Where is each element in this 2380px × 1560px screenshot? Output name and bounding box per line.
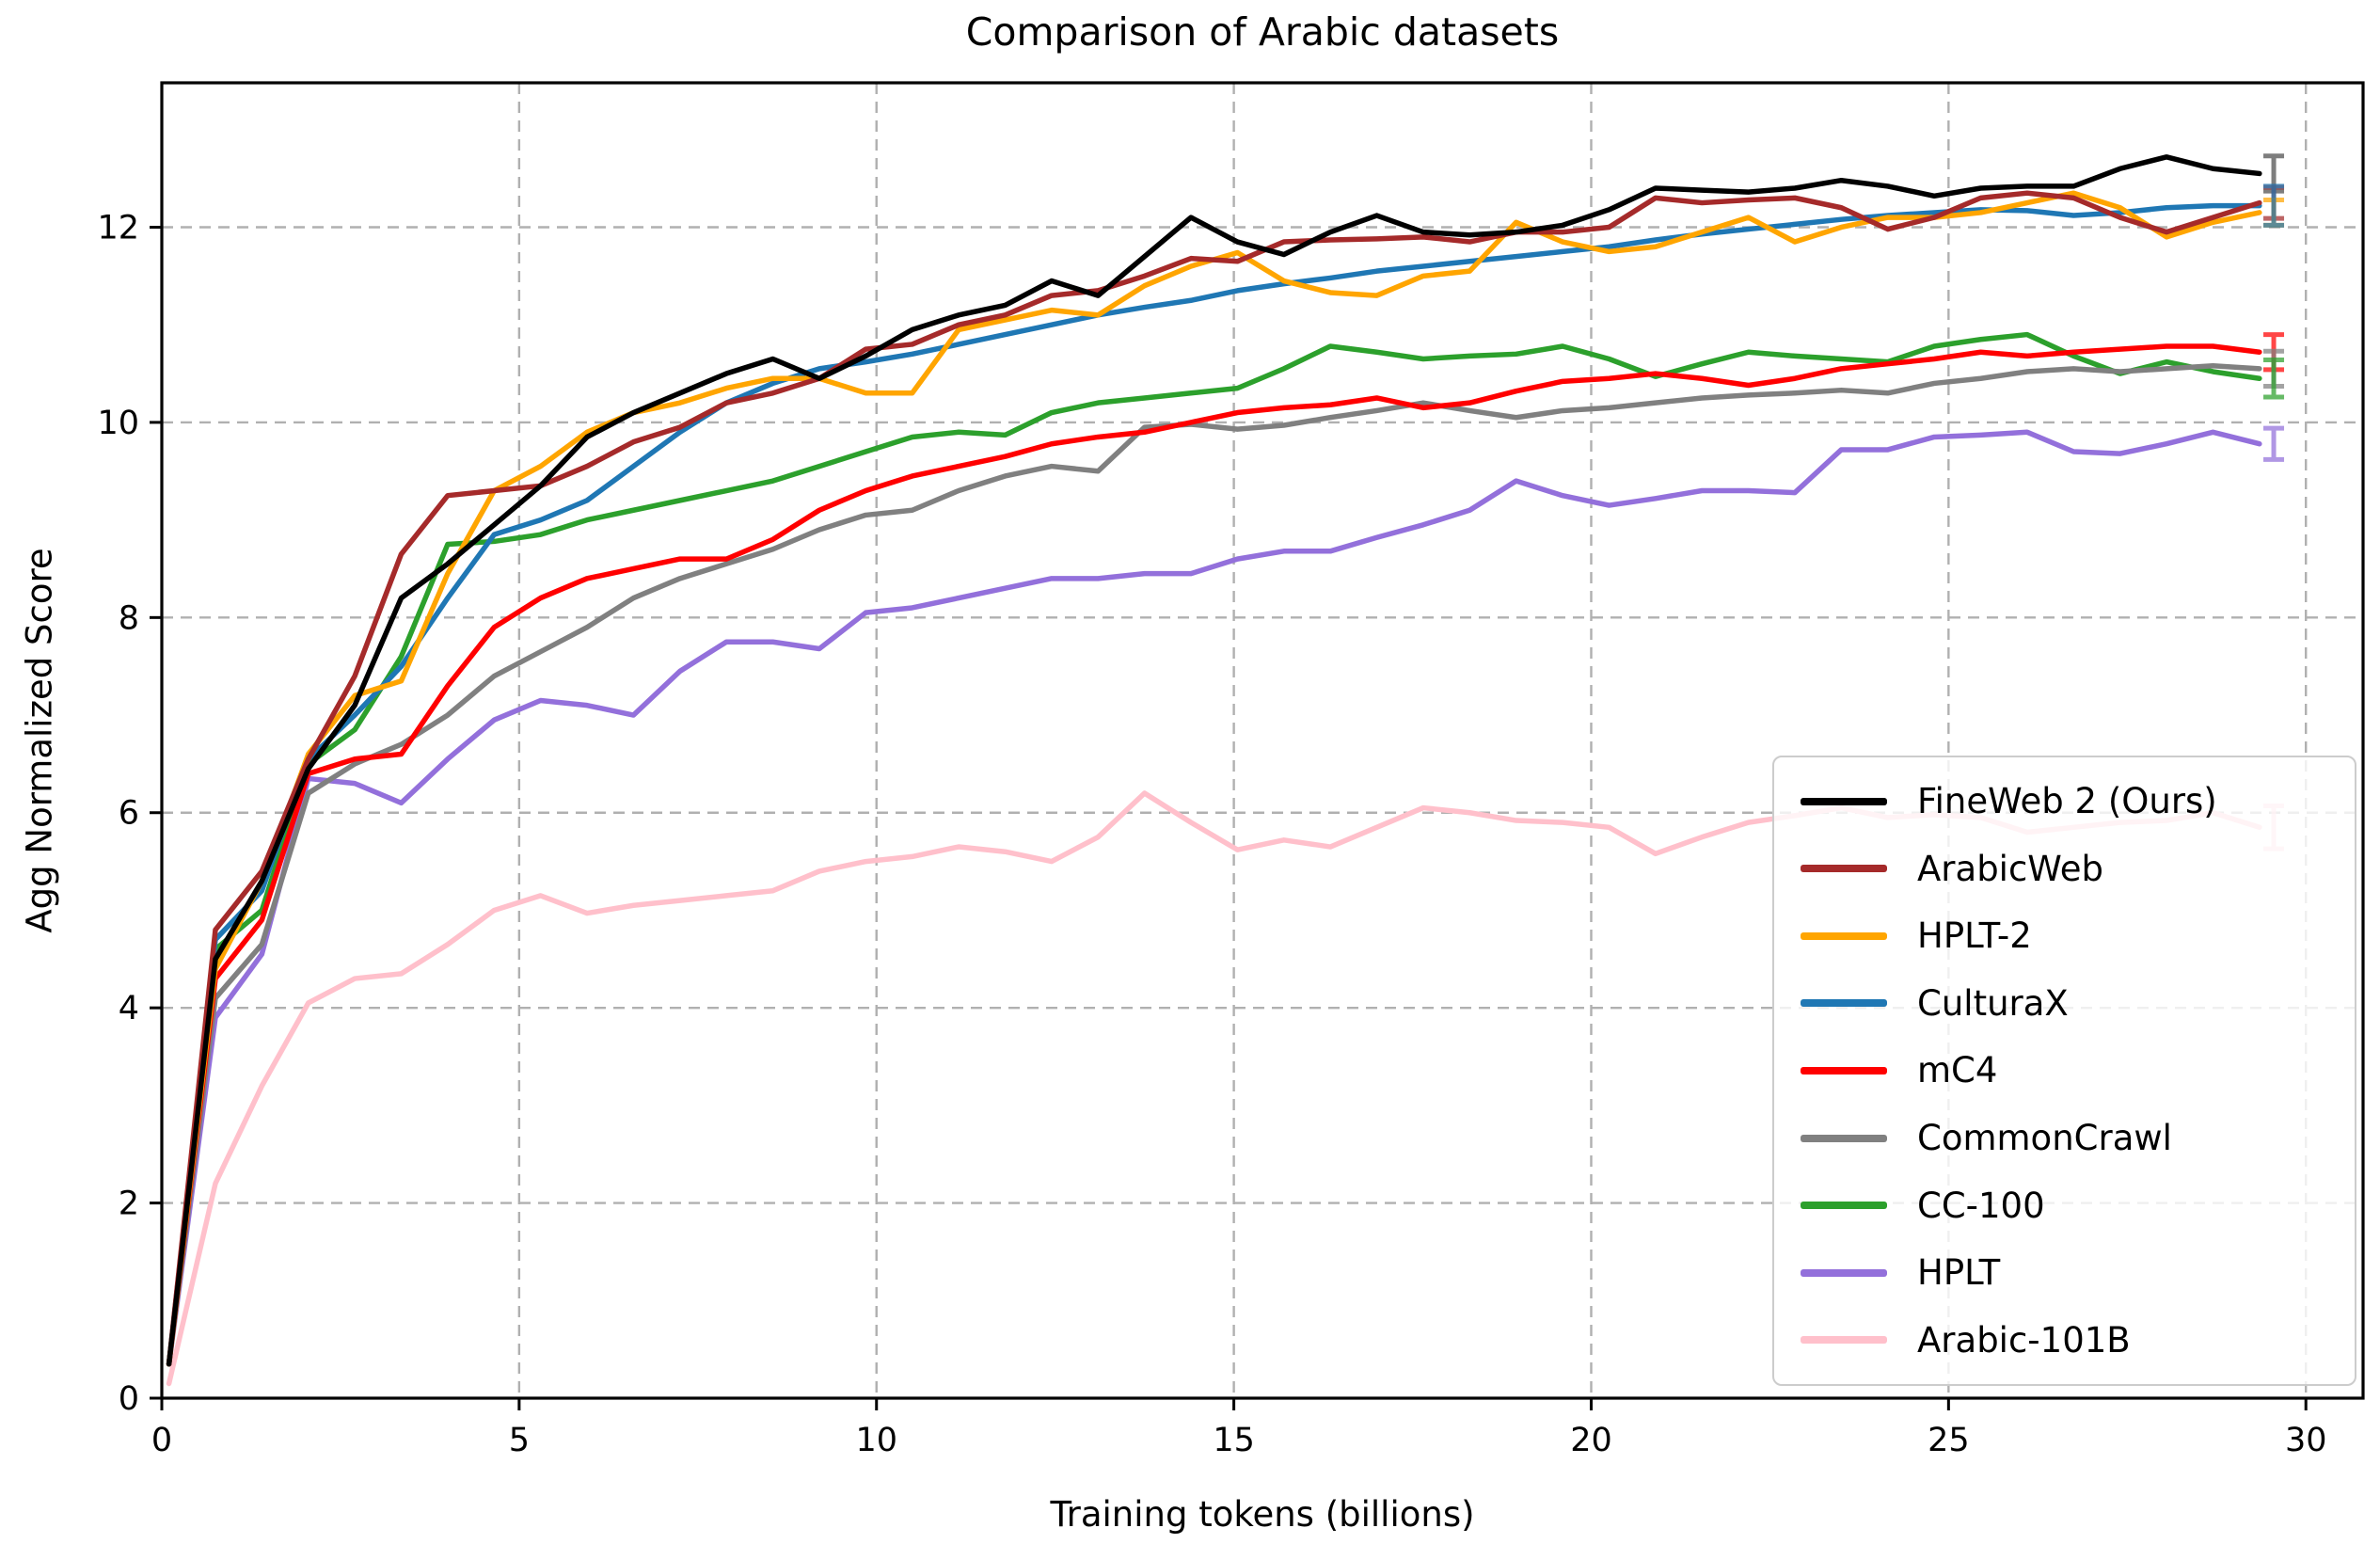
y-axis-label: Agg Normalized Score	[19, 548, 60, 933]
legend-label: Arabic-101B	[1917, 1319, 2131, 1361]
chart-title: Comparison of Arabic datasets	[965, 9, 1560, 55]
y-tick-label: 8	[119, 599, 139, 637]
legend-item-fineweb-2-ours: FineWeb 2 (Ours)	[1774, 769, 2355, 835]
series-line-commoncrawl	[166, 363, 2262, 1367]
y-tick-label: 6	[119, 795, 139, 833]
legend-item-hplt-2: HPLT-2	[1774, 903, 2355, 969]
legend-line-swatch	[1801, 1134, 1887, 1142]
legend-label: ArabicWeb	[1917, 848, 2103, 889]
x-tick-label: 30	[2285, 1422, 2327, 1459]
legend-label: CulturaX	[1917, 982, 2069, 1024]
legend-item-culturax: CulturaX	[1774, 970, 2355, 1036]
x-tick-label: 20	[1570, 1422, 1612, 1459]
plot-border	[160, 81, 2365, 1400]
series-line-culturax	[166, 202, 2262, 1367]
series-line-hplt	[166, 429, 2262, 1367]
legend-item-arabicweb: ArabicWeb	[1774, 836, 2355, 901]
legend: FineWeb 2 (Ours) ArabicWeb HPLT-2 CulturaX m…	[1772, 756, 2356, 1386]
series-line-cc-100	[166, 331, 2262, 1367]
x-tick-label: 15	[1213, 1422, 1255, 1459]
legend-line-swatch	[1801, 1336, 1887, 1345]
legend-label: CommonCrawl	[1917, 1118, 2172, 1159]
legend-line-swatch	[1801, 865, 1887, 873]
y-tick-label: 2	[119, 1186, 139, 1223]
legend-line-swatch	[1801, 999, 1887, 1008]
error-bar-cc-100	[2263, 358, 2285, 400]
y-tick-label: 4	[119, 990, 139, 1027]
x-tick-label: 5	[509, 1422, 530, 1459]
legend-item-arabic-101b: Arabic-101B	[1774, 1307, 2355, 1373]
legend-line-swatch	[1801, 797, 1887, 805]
error-bar-culturax	[2263, 183, 2285, 228]
x-axis-label: Training tokens (billions)	[1050, 1494, 1475, 1535]
legend-label: CC-100	[1917, 1185, 2045, 1226]
legend-item-cc-100: CC-100	[1774, 1172, 2355, 1238]
error-bar-hplt	[2263, 425, 2285, 462]
legend-label: HPLT	[1917, 1252, 2001, 1294]
y-tick-label: 10	[97, 405, 139, 442]
legend-item-commoncrawl: CommonCrawl	[1774, 1106, 2355, 1171]
y-tick-label: 12	[97, 209, 139, 247]
legend-line-swatch	[1801, 1268, 1887, 1277]
legend-item-hplt: HPLT	[1774, 1240, 2355, 1306]
legend-line-swatch	[1801, 1066, 1887, 1074]
legend-label: FineWeb 2 (Ours)	[1917, 781, 2217, 822]
legend-item-mc4: mC4	[1774, 1038, 2355, 1104]
series-line-fineweb-2-ours	[166, 154, 2262, 1367]
x-tick-label: 0	[151, 1422, 172, 1459]
series-line-arabicweb	[166, 190, 2262, 1367]
legend-label: HPLT-2	[1917, 915, 2032, 957]
x-tick-label: 10	[855, 1422, 897, 1459]
series-line-mc4	[166, 343, 2262, 1367]
y-tick-label: 0	[119, 1380, 139, 1418]
legend-line-swatch	[1801, 931, 1887, 940]
legend-line-swatch	[1801, 1202, 1887, 1210]
legend-label: mC4	[1917, 1050, 1998, 1091]
x-tick-label: 25	[1928, 1422, 1970, 1459]
